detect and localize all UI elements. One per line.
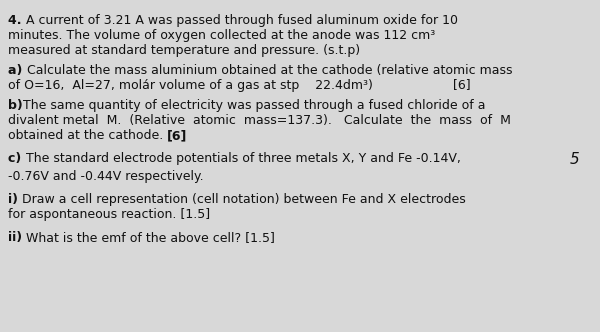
Text: ii): ii) (8, 231, 26, 244)
Text: of O=16,  Al=27, molár volume of a gas at stp    22.4dm³)                    [6]: of O=16, Al=27, molár volume of a gas at… (8, 79, 470, 92)
Text: Draw a cell representation (cell notation) between Fe and X electrodes: Draw a cell representation (cell notatio… (22, 193, 466, 206)
Text: 5: 5 (570, 152, 580, 167)
Text: obtained at the cathode.: obtained at the cathode. (8, 129, 167, 142)
Text: i): i) (8, 193, 22, 206)
Text: b): b) (8, 99, 23, 112)
Text: c): c) (8, 152, 26, 165)
Text: for aspontaneous reaction. [1.5]: for aspontaneous reaction. [1.5] (8, 208, 210, 221)
Text: 4.: 4. (8, 14, 26, 27)
Text: The standard electrode potentials of three metals X, Y and Fe -0.14V,: The standard electrode potentials of thr… (26, 152, 461, 165)
Text: measured at standard temperature and pressure. (s.t.p): measured at standard temperature and pre… (8, 44, 360, 57)
Text: -0.76V and -0.44V respectively.: -0.76V and -0.44V respectively. (8, 170, 203, 183)
Text: divalent metal  M.  (Relative  atomic  mass=137.3).   Calculate  the  mass  of  : divalent metal M. (Relative atomic mass=… (8, 114, 511, 127)
Text: A current of 3.21 A was passed through fused aluminum oxide for 10: A current of 3.21 A was passed through f… (26, 14, 458, 27)
Text: minutes. The volume of oxygen collected at the anode was 112 cm³: minutes. The volume of oxygen collected … (8, 29, 435, 42)
Text: [6]: [6] (167, 129, 188, 142)
Text: The same quantity of electricity was passed through a fused chloride of a: The same quantity of electricity was pas… (23, 99, 485, 112)
Text: What is the emf of the above cell? [1.5]: What is the emf of the above cell? [1.5] (26, 231, 275, 244)
Text: Calculate the mass aluminium obtained at the cathode (relative atomic mass: Calculate the mass aluminium obtained at… (27, 64, 512, 77)
Text: a): a) (8, 64, 27, 77)
